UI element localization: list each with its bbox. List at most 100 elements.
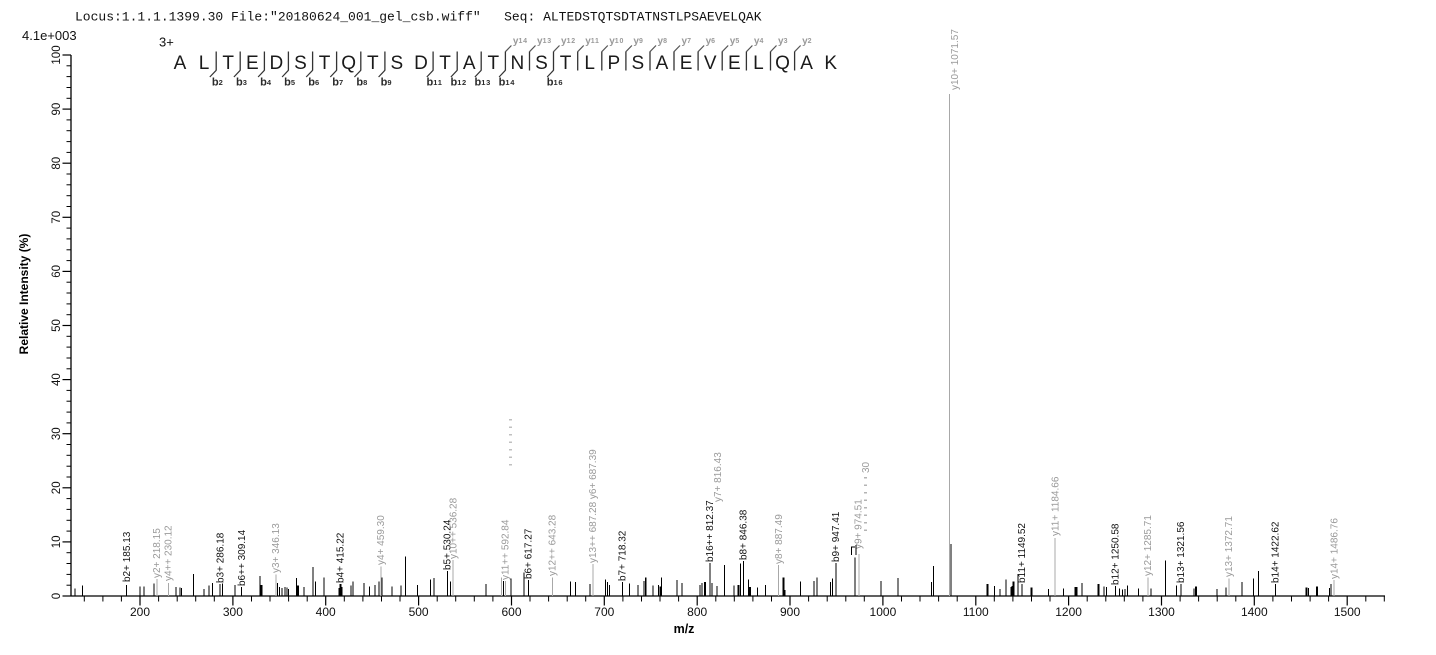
svg-text:b2: b2 [212,77,224,89]
svg-text:y4++ 230.12: y4++ 230.12 [164,525,175,581]
svg-text:4.1e+003: 4.1e+003 [22,28,77,43]
svg-text:1400: 1400 [1241,605,1268,619]
svg-text:b12+ 1250.58: b12+ 1250.58 [1111,523,1122,585]
svg-text:Locus:1.1.1.1399.30 File:"2018: Locus:1.1.1.1399.30 File:"20180624_001_g… [75,10,762,25]
svg-text:b9: b9 [381,77,393,89]
svg-text:100: 100 [51,45,63,64]
svg-text:b6: b6 [308,77,320,89]
svg-text:y6: y6 [706,36,716,47]
svg-text:S: S [294,53,307,74]
svg-text:b3: b3 [236,77,248,89]
svg-text:90: 90 [51,103,63,116]
svg-text:b5+ 530.24: b5+ 530.24 [443,519,454,570]
svg-text:b4+ 415.22: b4+ 415.22 [336,532,347,583]
svg-text:y11: y11 [585,36,600,47]
svg-text:N: N [511,53,525,74]
svg-text:y7+ 816.43: y7+ 816.43 [713,452,724,502]
svg-text:0: 0 [51,593,63,599]
svg-text:y10++ 536.28: y10++ 536.28 [448,497,459,559]
svg-text:40: 40 [51,373,63,386]
svg-text:300: 300 [223,605,243,619]
svg-text:Relative Intensity (%): Relative Intensity (%) [17,234,31,355]
svg-text:b8+ 846.38: b8+ 846.38 [739,509,750,560]
svg-text:m/z: m/z [674,622,695,636]
svg-text:900: 900 [780,605,800,619]
svg-text:Q: Q [341,53,356,74]
svg-text:Q: Q [775,53,790,74]
svg-text:y11+ 1184.66: y11+ 1184.66 [1050,476,1061,536]
svg-text:y12++ 643.28: y12++ 643.28 [548,514,559,576]
svg-text:b16: b16 [547,77,563,89]
svg-text:y4: y4 [754,36,764,47]
svg-text:y4+ 459.30: y4+ 459.30 [376,515,387,565]
svg-text:b11: b11 [427,77,443,89]
svg-text:L: L [753,53,764,74]
svg-text:3+: 3+ [159,35,174,50]
svg-text:400: 400 [316,605,336,619]
svg-text:1500: 1500 [1334,605,1361,619]
svg-text:S: S [391,53,404,74]
svg-text:T: T [487,53,499,74]
svg-text:T: T [367,53,379,74]
svg-text:P: P [607,53,620,74]
svg-text:b14: b14 [499,77,516,89]
svg-text:A: A [656,53,669,74]
svg-text:b11+ 1149.52: b11+ 1149.52 [1017,523,1028,583]
svg-text:1300: 1300 [1148,605,1175,619]
svg-text:y11++ 592.84: y11++ 592.84 [501,519,512,580]
svg-text:y14: y14 [513,36,528,47]
svg-text:y3: y3 [778,36,788,47]
svg-text:b8: b8 [356,77,368,89]
svg-text:A: A [463,53,476,74]
svg-text:50: 50 [51,319,63,332]
svg-text:20: 20 [51,481,63,494]
svg-text:y3+ 346.13: y3+ 346.13 [271,523,282,573]
svg-text:600: 600 [501,605,521,619]
svg-text:500: 500 [409,605,429,619]
svg-text:b3+ 286.18: b3+ 286.18 [215,532,226,583]
svg-text:E: E [728,53,741,74]
svg-text:y9+ 974.51: y9+ 974.51 [853,499,864,549]
svg-text:b6++ 309.14: b6++ 309.14 [237,529,248,586]
svg-text:200: 200 [130,605,150,619]
svg-text:b13: b13 [475,77,491,89]
svg-text:y14+ 1486.76: y14+ 1486.76 [1329,518,1340,579]
svg-text:D: D [414,53,428,74]
svg-text:y13++ 687.28 y6+ 687.39: y13++ 687.28 y6+ 687.39 [588,449,599,563]
svg-text:1000: 1000 [870,605,897,619]
svg-text:b5: b5 [284,77,296,89]
svg-text:y2: y2 [802,36,812,47]
svg-text:L: L [199,53,210,74]
svg-text:y7: y7 [682,36,692,47]
svg-text:K: K [824,53,837,74]
svg-text:60: 60 [51,265,63,278]
svg-text:E: E [246,53,259,74]
svg-text:y12: y12 [561,36,576,47]
svg-text:V: V [704,53,717,74]
svg-text:70: 70 [51,211,63,224]
svg-text:S: S [535,53,548,74]
svg-text:b4: b4 [260,77,272,89]
svg-text:b2+ 185.13: b2+ 185.13 [122,531,133,582]
svg-text:y10+ 1071.57: y10+ 1071.57 [950,29,961,90]
svg-text:L: L [584,53,595,74]
svg-text:700: 700 [594,605,614,619]
svg-text:y2+ 218.15: y2+ 218.15 [152,528,163,578]
svg-text:y9: y9 [633,36,643,47]
svg-text:T: T [560,53,572,74]
svg-text:b16++ 812.37: b16++ 812.37 [705,500,716,562]
svg-text:T: T [319,53,331,74]
svg-text:y13: y13 [537,36,552,47]
svg-text:A: A [174,53,187,74]
svg-text:y10: y10 [609,36,624,47]
svg-text:30: 30 [51,427,63,440]
svg-text:y5: y5 [730,36,740,47]
svg-text:1200: 1200 [1055,605,1082,619]
svg-text:80: 80 [51,157,63,170]
svg-text:b7+ 718.32: b7+ 718.32 [618,530,629,581]
svg-text:30: 30 [861,461,872,473]
svg-text:b7: b7 [332,77,344,89]
svg-text:A: A [800,53,813,74]
svg-text:b14+ 1422.62: b14+ 1422.62 [1271,521,1282,583]
svg-text:y13+ 1372.71: y13+ 1372.71 [1224,516,1235,577]
